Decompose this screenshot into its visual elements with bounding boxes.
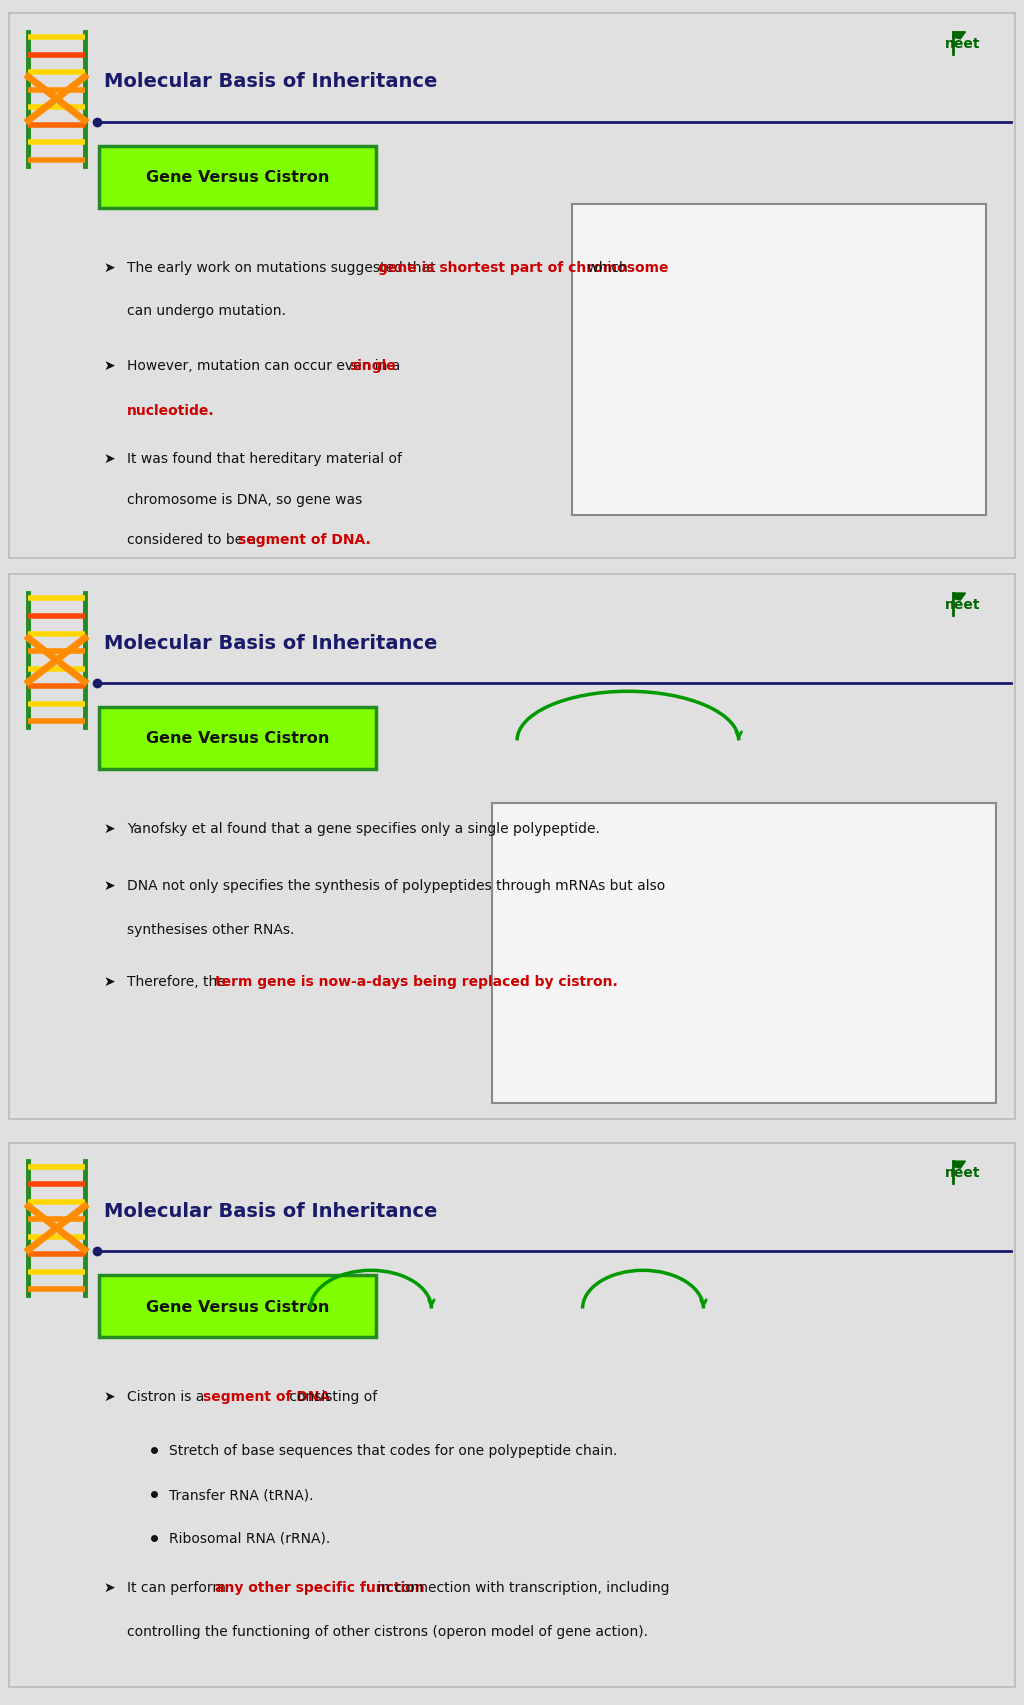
Text: Gene Versus Cistron: Gene Versus Cistron [145,170,329,186]
Text: ➤: ➤ [103,822,115,835]
Text: chromosome is DNA, so gene was: chromosome is DNA, so gene was [127,493,362,506]
Text: controlling the functioning of other cistrons (operon model of gene action).: controlling the functioning of other cis… [127,1623,648,1639]
Text: can undergo mutation.: can undergo mutation. [127,303,286,319]
Text: The early work on mutations suggested that: The early work on mutations suggested th… [127,261,440,275]
Text: term gene is now-a-days being replaced by cistron.: term gene is now-a-days being replaced b… [215,974,617,989]
Polygon shape [953,1161,966,1168]
Text: any other specific function: any other specific function [215,1581,424,1594]
FancyBboxPatch shape [492,803,995,1103]
Text: Molecular Basis of Inheritance: Molecular Basis of Inheritance [103,1200,437,1221]
Text: gene is shortest part of chromosome: gene is shortest part of chromosome [379,261,669,275]
Text: Ribosomal RNA (rRNA).: Ribosomal RNA (rRNA). [169,1531,331,1545]
Text: nucleotide.: nucleotide. [127,404,215,418]
Text: neet: neet [945,1165,981,1180]
Text: Molecular Basis of Inheritance: Molecular Basis of Inheritance [103,72,437,92]
Text: Transfer RNA (tRNA).: Transfer RNA (tRNA). [169,1487,314,1502]
Text: neet: neet [945,36,981,51]
Text: in connection with transcription, including: in connection with transcription, includ… [373,1581,669,1594]
FancyBboxPatch shape [99,708,376,769]
Text: segment of DNA.: segment of DNA. [239,534,371,547]
Text: However, mutation can occur even in a: However, mutation can occur even in a [127,358,404,373]
Text: Therefore, the: Therefore, the [127,974,230,989]
FancyBboxPatch shape [572,205,985,515]
Text: Gene Versus Cistron: Gene Versus Cistron [145,731,329,747]
Text: ➤: ➤ [103,261,115,275]
Text: Yanofsky et al found that a gene specifies only a single polypeptide.: Yanofsky et al found that a gene specifi… [127,822,600,835]
Text: Cistron is a: Cistron is a [127,1390,209,1403]
Text: ➤: ➤ [103,1390,115,1403]
FancyBboxPatch shape [99,1275,376,1337]
Text: ➤: ➤ [103,358,115,373]
Text: considered to be a: considered to be a [127,534,261,547]
Text: segment of DNA: segment of DNA [203,1390,331,1403]
Text: ➤: ➤ [103,974,115,989]
Text: synthesises other RNAs.: synthesises other RNAs. [127,922,295,936]
Polygon shape [953,593,966,600]
Text: It can perform: It can perform [127,1581,230,1594]
Text: neet: neet [945,597,981,612]
Text: Stretch of base sequences that codes for one polypeptide chain.: Stretch of base sequences that codes for… [169,1444,617,1458]
Text: It was found that hereditary material of: It was found that hereditary material of [127,452,402,465]
Text: Gene Versus Cistron: Gene Versus Cistron [145,1299,329,1315]
Text: ➤: ➤ [103,878,115,893]
Polygon shape [953,32,966,39]
Text: consisting of: consisting of [285,1390,377,1403]
Text: which: which [583,261,628,275]
Text: Molecular Basis of Inheritance: Molecular Basis of Inheritance [103,633,437,653]
Text: DNA not only specifies the synthesis of polypeptides through mRNAs but also: DNA not only specifies the synthesis of … [127,878,666,893]
Text: ➤: ➤ [103,1581,115,1594]
FancyBboxPatch shape [99,147,376,208]
Text: single: single [349,358,396,373]
Text: ➤: ➤ [103,452,115,465]
